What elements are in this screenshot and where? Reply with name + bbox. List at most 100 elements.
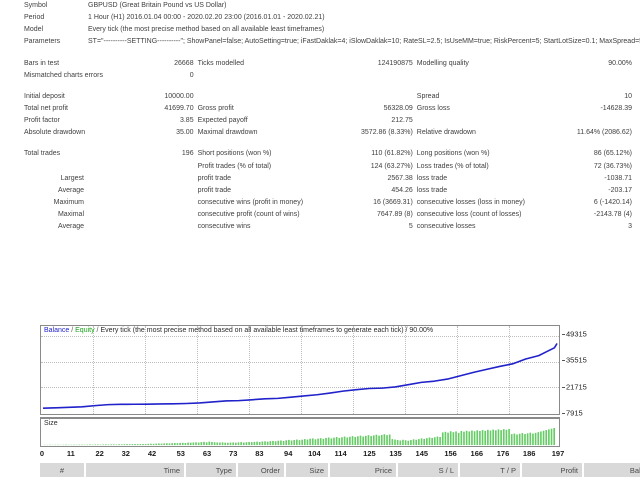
- trades-table-column-header[interactable]: Type: [186, 463, 238, 477]
- summary-row-value-1: 10000.00: [164, 92, 194, 100]
- summary-row-value-2: [305, 91, 415, 103]
- chart-gridline-vertical: [457, 326, 458, 414]
- summary-row: Maximum consecutive wins (profit in money…: [22, 197, 634, 209]
- trades-table-column-header[interactable]: T / P: [460, 463, 522, 477]
- summary-row-label: Period: [24, 14, 45, 22]
- size-bar: [150, 443, 152, 446]
- size-bar: [436, 436, 439, 446]
- summary-row-value-3: [524, 70, 634, 82]
- size-bar: [346, 437, 349, 446]
- size-bar: [136, 444, 139, 446]
- chart-gridline-vertical: [353, 326, 354, 414]
- trades-table-column-header[interactable]: Order: [238, 463, 286, 477]
- summary-row-midlabel: Gross profit: [197, 104, 234, 112]
- summary-row-value-1: [86, 221, 196, 233]
- summary-row-value-2: 454.26: [391, 186, 413, 194]
- chart-gridline-horizontal: [41, 336, 559, 338]
- size-bar: [542, 430, 545, 446]
- size-bar: [269, 441, 272, 446]
- chart-y-tick-label: 49315: [566, 329, 587, 339]
- size-bar: [537, 432, 540, 446]
- summary-row: Model Every tick (the most precise method…: [22, 24, 634, 36]
- trades-table-column-header[interactable]: Price: [330, 463, 398, 477]
- size-bar: [290, 440, 293, 446]
- size-bar: [335, 437, 338, 446]
- chart-title-sep-1: /: [69, 327, 76, 334]
- summary-row-value-2: 212.75: [391, 117, 413, 125]
- size-bar: [288, 439, 290, 446]
- size-bar: [264, 441, 266, 446]
- summary-row: Absolute drawdown 35.00 Maximal drawdown 35…: [22, 127, 634, 139]
- chart-x-tick-label: 53: [176, 449, 185, 458]
- size-bar: [258, 441, 261, 446]
- summary-row-label: Average: [58, 186, 84, 194]
- size-bar: [240, 442, 242, 446]
- equity-chart-plot: Balance / Equity / Every tick (the most …: [40, 325, 560, 415]
- size-bar: [139, 444, 142, 446]
- strategy-tester-report: Symbol GBPUSD (Great Britain Pound vs US …: [0, 0, 640, 233]
- summary-row: Average profit trade 454.26 loss trade -203.…: [22, 185, 634, 197]
- trades-table-column-header[interactable]: #: [40, 463, 86, 477]
- size-bar: [166, 443, 168, 446]
- summary-row-value-1: [86, 173, 196, 185]
- size-bar: [237, 442, 240, 446]
- summary-row-rightlabel: [415, 70, 525, 82]
- summary-row-value-2: 7647.89 (8): [376, 211, 413, 219]
- size-bar: [396, 440, 399, 446]
- trades-table-column-header[interactable]: Time: [86, 463, 186, 477]
- chart-x-tick-label: 135: [389, 449, 402, 458]
- chart-x-tick-label: 0: [39, 449, 45, 458]
- size-bar: [147, 443, 150, 446]
- size-bar: [296, 439, 298, 446]
- size-bar: [521, 433, 524, 446]
- trades-table-column-header[interactable]: Profit: [522, 463, 584, 477]
- size-bar: [489, 430, 492, 446]
- trades-table-column-header[interactable]: Size: [286, 463, 330, 477]
- size-bar: [526, 433, 529, 446]
- chart-x-tick-label: 73: [229, 449, 238, 458]
- size-bar: [197, 442, 200, 446]
- size-bar: [351, 436, 354, 446]
- chart-gridline-vertical: [405, 326, 406, 414]
- size-bar: [142, 443, 144, 446]
- summary-row-value-3: -14628.39: [600, 104, 632, 112]
- summary-spacer-row: [22, 82, 634, 91]
- summary-row-midlabel: consecutive profit (count of wins): [197, 211, 300, 219]
- summary-row-midlabel: profit trade: [197, 186, 232, 194]
- trades-table-column-header[interactable]: S / L: [398, 463, 460, 477]
- summary-row-value: 1 Hour (H1) 2016.01.04 00:00 - 2020.02.2…: [88, 14, 325, 22]
- size-bar: [479, 431, 481, 446]
- summary-row-midlabel: [196, 70, 306, 82]
- size-bar: [468, 431, 471, 446]
- summary-row-label: Model: [24, 26, 44, 34]
- summary-row-value-1: 26668: [174, 59, 194, 67]
- summary-row-value-2: 3572.86 (8.33%): [361, 129, 413, 137]
- summary-row: Total trades 196 Short positions (won %) 11…: [22, 148, 634, 160]
- summary-row: Profit factor 3.85 Expected payoff 212.75: [22, 115, 634, 127]
- size-bar: [227, 442, 229, 446]
- summary-row-label: Total net profit: [24, 104, 68, 112]
- summary-row-label: Maximum: [53, 198, 84, 206]
- size-bar: [298, 440, 301, 446]
- size-bar: [187, 442, 189, 446]
- summary-row-value-3: 10: [624, 92, 632, 100]
- size-bar: [192, 442, 195, 446]
- summary-row-label: [22, 161, 86, 173]
- size-bar: [203, 441, 205, 446]
- size-bar: [134, 444, 136, 446]
- size-bar: [277, 440, 280, 446]
- chart-title-description: Every tick (the most precise method base…: [100, 327, 434, 334]
- summary-row-value-1: [86, 197, 196, 209]
- size-bar: [388, 434, 391, 446]
- size-bar: [553, 428, 556, 446]
- trades-table-column-header[interactable]: Balance: [584, 463, 640, 477]
- size-bar: [455, 431, 457, 446]
- summary-row-value-3: -203.17: [608, 186, 632, 194]
- summary-row-label: Average: [58, 223, 84, 231]
- size-bar: [439, 437, 441, 446]
- chart-gridline-vertical: [301, 326, 302, 414]
- summary-row-rightlabel: loss trade: [416, 186, 448, 194]
- size-bar: [261, 441, 264, 446]
- summary-row: Maximal consecutive profit (count of wins…: [22, 209, 634, 221]
- summary-row-rightlabel: Spread: [416, 92, 440, 100]
